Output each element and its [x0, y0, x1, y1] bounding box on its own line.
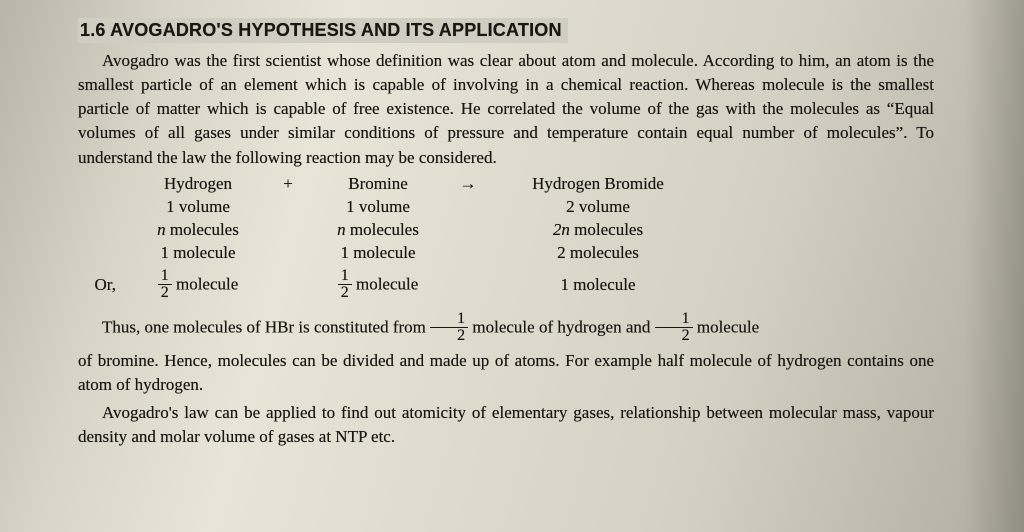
cell: 12 molecule [128, 269, 268, 302]
cell: 1 volume [308, 197, 448, 217]
application-paragraph: Avogadro's law can be applied to find ou… [78, 401, 934, 449]
txt: molecules [346, 220, 419, 239]
cell: 1 molecule [128, 243, 268, 263]
plus-operator: + [268, 174, 308, 194]
txt: Thus, one molecules of HBr is constitute… [102, 317, 430, 336]
cell: 2 molecules [488, 243, 708, 263]
reaction-header-row: Hydrogen + Bromine → Hydrogen Bromide [128, 174, 934, 194]
n-var: n [337, 220, 346, 239]
txt: molecule of hydrogen and [472, 317, 654, 336]
den: 2 [430, 328, 468, 344]
den: 2 [158, 285, 172, 301]
fraction-icon: 12 [158, 268, 172, 301]
n-molecules-row: n molecules n molecules 2n molecules [128, 220, 934, 240]
fraction-icon: 12 [655, 311, 693, 344]
cell: 2n molecules [488, 220, 708, 240]
reaction-table: Hydrogen + Bromine → Hydrogen Bromide 1 … [128, 174, 934, 302]
txt: molecules [166, 220, 239, 239]
reaction-arrow-icon: → [448, 174, 488, 194]
thus-paragraph-line1: Thus, one molecules of HBr is constitute… [78, 312, 934, 345]
fraction-icon: 12 [338, 268, 352, 301]
num: 1 [158, 268, 172, 285]
product-name: Hydrogen Bromide [488, 174, 708, 194]
den: 2 [338, 285, 352, 301]
thus-paragraph-line2: of bromine. Hence, molecules can be divi… [78, 349, 934, 397]
cell: 1 volume [128, 197, 268, 217]
cell: 12 molecule [308, 269, 448, 302]
cell: n molecules [308, 220, 448, 240]
fraction-icon: 12 [430, 311, 468, 344]
txt: molecules [570, 220, 643, 239]
txt: molecule [352, 274, 419, 293]
one-molecule-row: 1 molecule 1 molecule 2 molecules [128, 243, 934, 263]
num: 1 [655, 311, 693, 328]
num: 1 [338, 268, 352, 285]
cell: n molecules [128, 220, 268, 240]
den: 2 [655, 328, 693, 344]
half-molecule-row: Or, 12 molecule 12 molecule 1 molecule [128, 269, 934, 302]
reagent-b-name: Bromine [308, 174, 448, 194]
n-var: 2n [553, 220, 570, 239]
cell: 1 molecule [308, 243, 448, 263]
intro-paragraph: Avogadro was the first scientist whose d… [78, 49, 934, 170]
section-heading: 1.6 AVOGADRO'S HYPOTHESIS AND ITS APPLIC… [78, 18, 568, 43]
textbook-page: 1.6 AVOGADRO'S HYPOTHESIS AND ITS APPLIC… [0, 0, 1024, 532]
cell: 2 volume [488, 197, 708, 217]
reagent-a-name: Hydrogen [128, 174, 268, 194]
num: 1 [430, 311, 468, 328]
txt: molecule [172, 274, 239, 293]
volumes-row: 1 volume 1 volume 2 volume [128, 197, 934, 217]
txt: molecule [697, 317, 759, 336]
cell: 1 molecule [488, 275, 708, 295]
n-var: n [157, 220, 166, 239]
or-label: Or, [76, 275, 116, 295]
